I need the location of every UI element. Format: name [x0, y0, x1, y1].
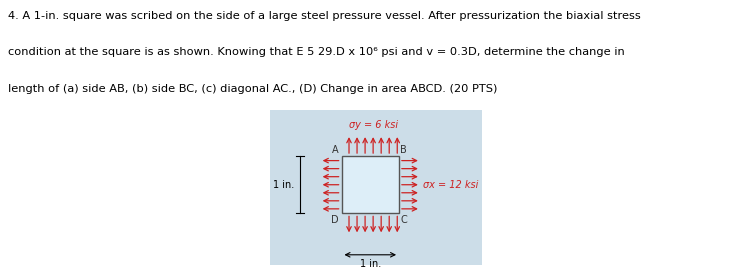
Text: 1 in.: 1 in. — [273, 180, 294, 190]
Text: B: B — [400, 144, 407, 155]
Text: σx = 12 ksi: σx = 12 ksi — [423, 180, 478, 190]
Text: A: A — [332, 144, 338, 155]
Text: C: C — [400, 215, 407, 225]
Text: σy = 6 ksi: σy = 6 ksi — [349, 120, 398, 130]
Text: condition at the square is as shown. Knowing that E 5 29.D x 10⁶ psi and v = 0.3: condition at the square is as shown. Kno… — [8, 47, 624, 57]
Text: 1 in.: 1 in. — [359, 259, 381, 268]
Text: length of (a) side AB, (b) side BC, (c) diagonal AC., (D) Change in area ABCD. (: length of (a) side AB, (b) side BC, (c) … — [8, 84, 497, 94]
Text: 4. A 1-in. square was scribed on the side of a large steel pressure vessel. Afte: 4. A 1-in. square was scribed on the sid… — [8, 11, 640, 21]
Text: D: D — [331, 215, 338, 225]
Bar — [341, 156, 399, 213]
